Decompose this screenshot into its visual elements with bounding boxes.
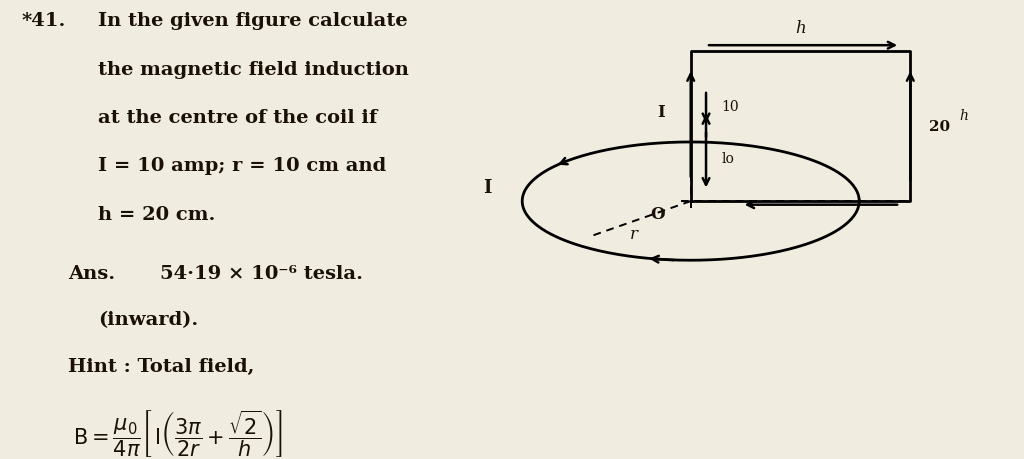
Text: (inward).: (inward). (98, 311, 199, 329)
Text: $\mathrm{B} = \dfrac{\mu_0}{4\pi}\left[\,\mathrm{I}\left(\dfrac{3\pi}{2r} + \dfr: $\mathrm{B} = \dfrac{\mu_0}{4\pi}\left[\… (73, 407, 283, 458)
Text: 54·19 × 10⁻⁶ tesla.: 54·19 × 10⁻⁶ tesla. (160, 264, 362, 282)
Text: the magnetic field induction: the magnetic field induction (98, 61, 410, 78)
Text: Hint : Total field,: Hint : Total field, (68, 357, 254, 375)
Text: h: h (795, 20, 806, 37)
Text: at the centre of the coil if: at the centre of the coil if (98, 109, 378, 127)
Text: I = 10 amp; r = 10 cm and: I = 10 amp; r = 10 cm and (98, 157, 387, 175)
Text: 20: 20 (929, 120, 950, 134)
Text: Ans.: Ans. (68, 264, 115, 282)
Text: h = 20 cm.: h = 20 cm. (98, 205, 216, 223)
Text: O: O (650, 205, 666, 222)
Text: lo: lo (721, 152, 734, 166)
Text: In the given figure calculate: In the given figure calculate (98, 12, 408, 30)
Text: r: r (630, 225, 638, 242)
Text: 10: 10 (721, 100, 739, 114)
Text: I: I (657, 104, 666, 121)
Text: I: I (483, 179, 492, 196)
Text: *41.: *41. (22, 12, 67, 30)
Text: h: h (959, 109, 968, 123)
